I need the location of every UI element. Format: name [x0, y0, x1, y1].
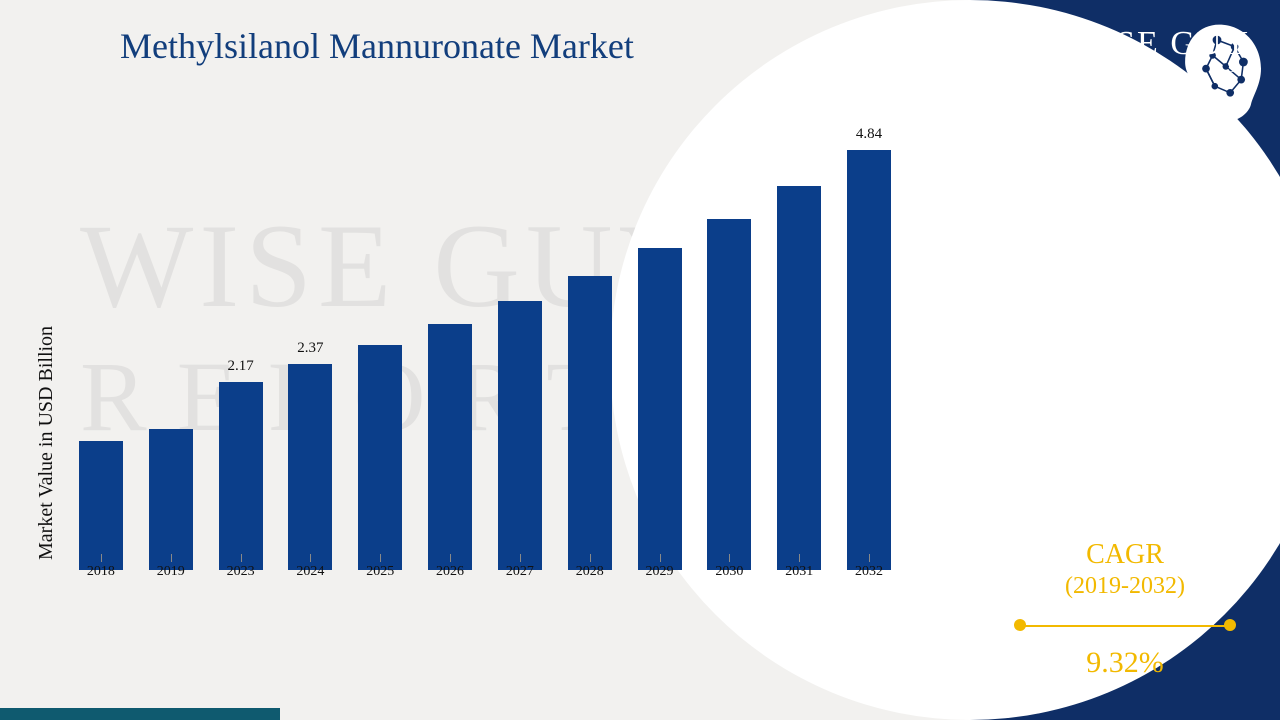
bar-2029 [634, 224, 686, 570]
cagr-title: CAGR [1000, 539, 1250, 571]
y-axis-label: Market Value in USD Billion [35, 326, 58, 560]
bar-value-label: 2.17 [227, 358, 253, 376]
x-tick: 2027 [494, 564, 546, 580]
report-chart-card: WISE GUY REPORTS Methylsilanol Mannurona… [0, 0, 1280, 720]
bar-2031 [773, 162, 825, 570]
x-tick: 2032 [843, 564, 895, 580]
bar [288, 364, 332, 570]
bar-value-label: 4.84 [856, 126, 882, 144]
bar-value-label: 2.37 [297, 340, 323, 358]
brand-sub: R E P O R T S [1023, 59, 1246, 77]
bar-2030 [703, 195, 755, 570]
footer-accent-bar [0, 708, 280, 720]
x-tick: 2018 [75, 564, 127, 580]
bars-container: 2.172.374.84 [75, 150, 895, 570]
bar-2032: 4.84 [843, 126, 895, 570]
bar [777, 186, 821, 570]
bar [428, 324, 472, 570]
x-tick: 2024 [284, 564, 336, 580]
cagr-years: (2019-2032) [1000, 573, 1250, 600]
x-tick: 2026 [424, 564, 476, 580]
bar [498, 301, 542, 570]
brand-main: WISE GUY [1023, 25, 1250, 63]
x-tick: 2023 [215, 564, 267, 580]
bar-2023: 2.17 [215, 358, 267, 570]
bar-2028 [564, 252, 616, 570]
chart-area: Methylsilanol Mannuronate Market Market … [0, 0, 970, 700]
x-tick: 2025 [354, 564, 406, 580]
cagr-divider [1020, 618, 1230, 632]
x-tick: 2019 [145, 564, 197, 580]
bar-2027 [494, 277, 546, 570]
cagr-box: CAGR (2019-2032) 9.32% [1000, 539, 1250, 680]
bar-2024: 2.37 [284, 340, 336, 570]
bar [149, 429, 193, 570]
bar [219, 382, 263, 570]
x-ticks: 2018 2019 2023 2024 2025 2026 2027 2028 2029 2030… [75, 564, 895, 580]
brand-logo-text: WISE GUY R E P O R T S [1023, 25, 1250, 77]
bar [638, 248, 682, 570]
x-axis: 2018 2019 2023 2024 2025 2026 2027 2028 2029 2030… [75, 564, 895, 580]
bar [79, 441, 123, 570]
bar [847, 150, 891, 570]
bar-2018 [75, 417, 127, 570]
bar-plot: 2.172.374.84 201820192023202420252026202… [75, 150, 895, 570]
bar-2026 [424, 300, 476, 570]
bar-2019 [145, 405, 197, 570]
x-tick: 2031 [773, 564, 825, 580]
x-tick: 2030 [703, 564, 755, 580]
cagr-value: 9.32% [1000, 646, 1250, 680]
bar [707, 219, 751, 570]
bar [568, 276, 612, 570]
x-tick: 2028 [564, 564, 616, 580]
x-tick: 2029 [634, 564, 686, 580]
bar [358, 345, 402, 570]
chart-title: Methylsilanol Mannuronate Market [120, 25, 634, 67]
bar-2025 [354, 321, 406, 570]
